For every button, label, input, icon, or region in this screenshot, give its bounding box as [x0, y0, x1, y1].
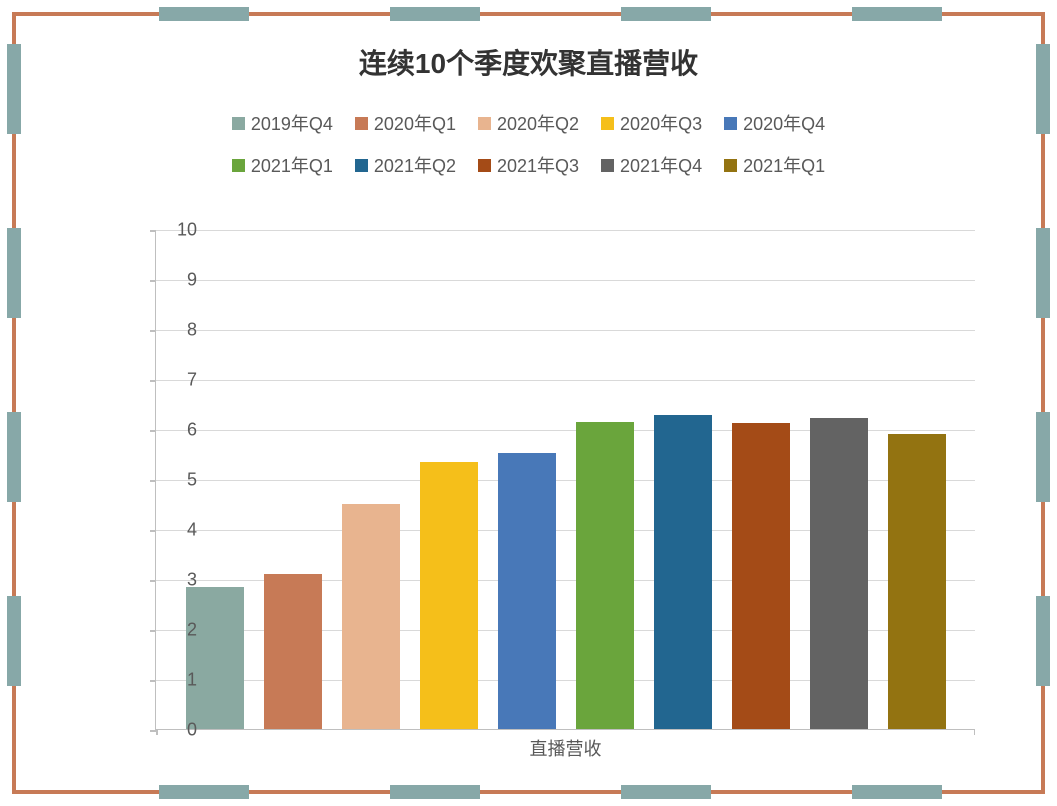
legend-label: 2021年Q1 [743, 152, 825, 178]
bar [498, 453, 556, 729]
legend-label: 2019年Q4 [251, 110, 333, 136]
bar [264, 574, 322, 729]
legend-label: 2020年Q3 [620, 110, 702, 136]
y-tick-label: 7 [157, 370, 197, 391]
legend-item: 2020年Q1 [355, 110, 456, 136]
y-tick-label: 9 [157, 270, 197, 291]
legend-swatch [724, 159, 737, 172]
bars-group [156, 230, 975, 729]
legend-item: 2021年Q1 [232, 152, 333, 178]
frame-dash [7, 44, 21, 134]
y-tick-mark [150, 580, 156, 582]
legend-item: 2021年Q2 [355, 152, 456, 178]
bar [888, 434, 946, 729]
x-tick-mark [974, 729, 976, 735]
y-tick-mark [150, 680, 156, 682]
legend-swatch [232, 159, 245, 172]
plot-area: 直播营收 [155, 230, 975, 730]
legend-row: 2019年Q4 2020年Q1 2020年Q2 2020年Q3 2020年Q4 [232, 110, 825, 136]
legend-label: 2021年Q1 [251, 152, 333, 178]
legend-swatch [355, 159, 368, 172]
chart-title: 连续10个季度欢聚直播营收 [30, 30, 1027, 82]
legend-label: 2021年Q2 [374, 152, 456, 178]
bar [420, 462, 478, 730]
frame-dash [621, 785, 711, 799]
chart-legend: 2019年Q4 2020年Q1 2020年Q2 2020年Q3 2020年Q4 2021年… [30, 110, 1027, 178]
y-tick-mark [150, 230, 156, 232]
frame-dash [1036, 412, 1050, 502]
legend-swatch [601, 159, 614, 172]
frame-dash [1036, 228, 1050, 318]
y-tick-mark [150, 430, 156, 432]
frame-dash [390, 7, 480, 21]
legend-label: 2021年Q3 [497, 152, 579, 178]
frame-dash [159, 785, 249, 799]
legend-item: 2021年Q4 [601, 152, 702, 178]
frame-dash [390, 785, 480, 799]
legend-swatch [355, 117, 368, 130]
y-tick-label: 5 [157, 470, 197, 491]
frame-dash [7, 412, 21, 502]
bar [342, 504, 400, 729]
y-tick-mark [150, 330, 156, 332]
frame-dash [7, 228, 21, 318]
y-tick-mark [150, 530, 156, 532]
legend-item: 2021年Q3 [478, 152, 579, 178]
y-tick-mark [150, 730, 156, 732]
y-tick-label: 4 [157, 520, 197, 541]
frame-dash [621, 7, 711, 21]
legend-swatch [232, 117, 245, 130]
frame-dash [852, 785, 942, 799]
y-tick-label: 2 [157, 620, 197, 641]
bar [810, 418, 868, 729]
y-tick-label: 1 [157, 670, 197, 691]
legend-row: 2021年Q1 2021年Q2 2021年Q3 2021年Q4 2021年Q1 [232, 152, 825, 178]
legend-swatch [478, 117, 491, 130]
frame-dash [852, 7, 942, 21]
bar [186, 587, 244, 730]
frame-dash [1036, 44, 1050, 134]
y-tick-label: 0 [157, 720, 197, 741]
legend-item: 2020年Q3 [601, 110, 702, 136]
legend-label: 2020年Q1 [374, 110, 456, 136]
legend-item: 2021年Q1 [724, 152, 825, 178]
bar [576, 422, 634, 730]
chart-container: 连续10个季度欢聚直播营收 2019年Q4 2020年Q1 2020年Q2 2020年… [30, 30, 1027, 776]
y-tick-mark [150, 380, 156, 382]
y-tick-label: 10 [157, 220, 197, 241]
y-tick-mark [150, 630, 156, 632]
frame-dash [159, 7, 249, 21]
y-tick-label: 8 [157, 320, 197, 341]
legend-label: 2020年Q2 [497, 110, 579, 136]
bar [732, 423, 790, 729]
y-tick-label: 3 [157, 570, 197, 591]
legend-item: 2019年Q4 [232, 110, 333, 136]
y-tick-label: 6 [157, 420, 197, 441]
frame-dash [1036, 596, 1050, 686]
bar [654, 415, 712, 729]
frame-dash [7, 596, 21, 686]
legend-item: 2020年Q4 [724, 110, 825, 136]
legend-swatch [478, 159, 491, 172]
legend-label: 2021年Q4 [620, 152, 702, 178]
legend-item: 2020年Q2 [478, 110, 579, 136]
y-tick-mark [150, 480, 156, 482]
legend-label: 2020年Q4 [743, 110, 825, 136]
y-tick-mark [150, 280, 156, 282]
legend-swatch [724, 117, 737, 130]
x-axis-label: 直播营收 [530, 735, 602, 761]
legend-swatch [601, 117, 614, 130]
